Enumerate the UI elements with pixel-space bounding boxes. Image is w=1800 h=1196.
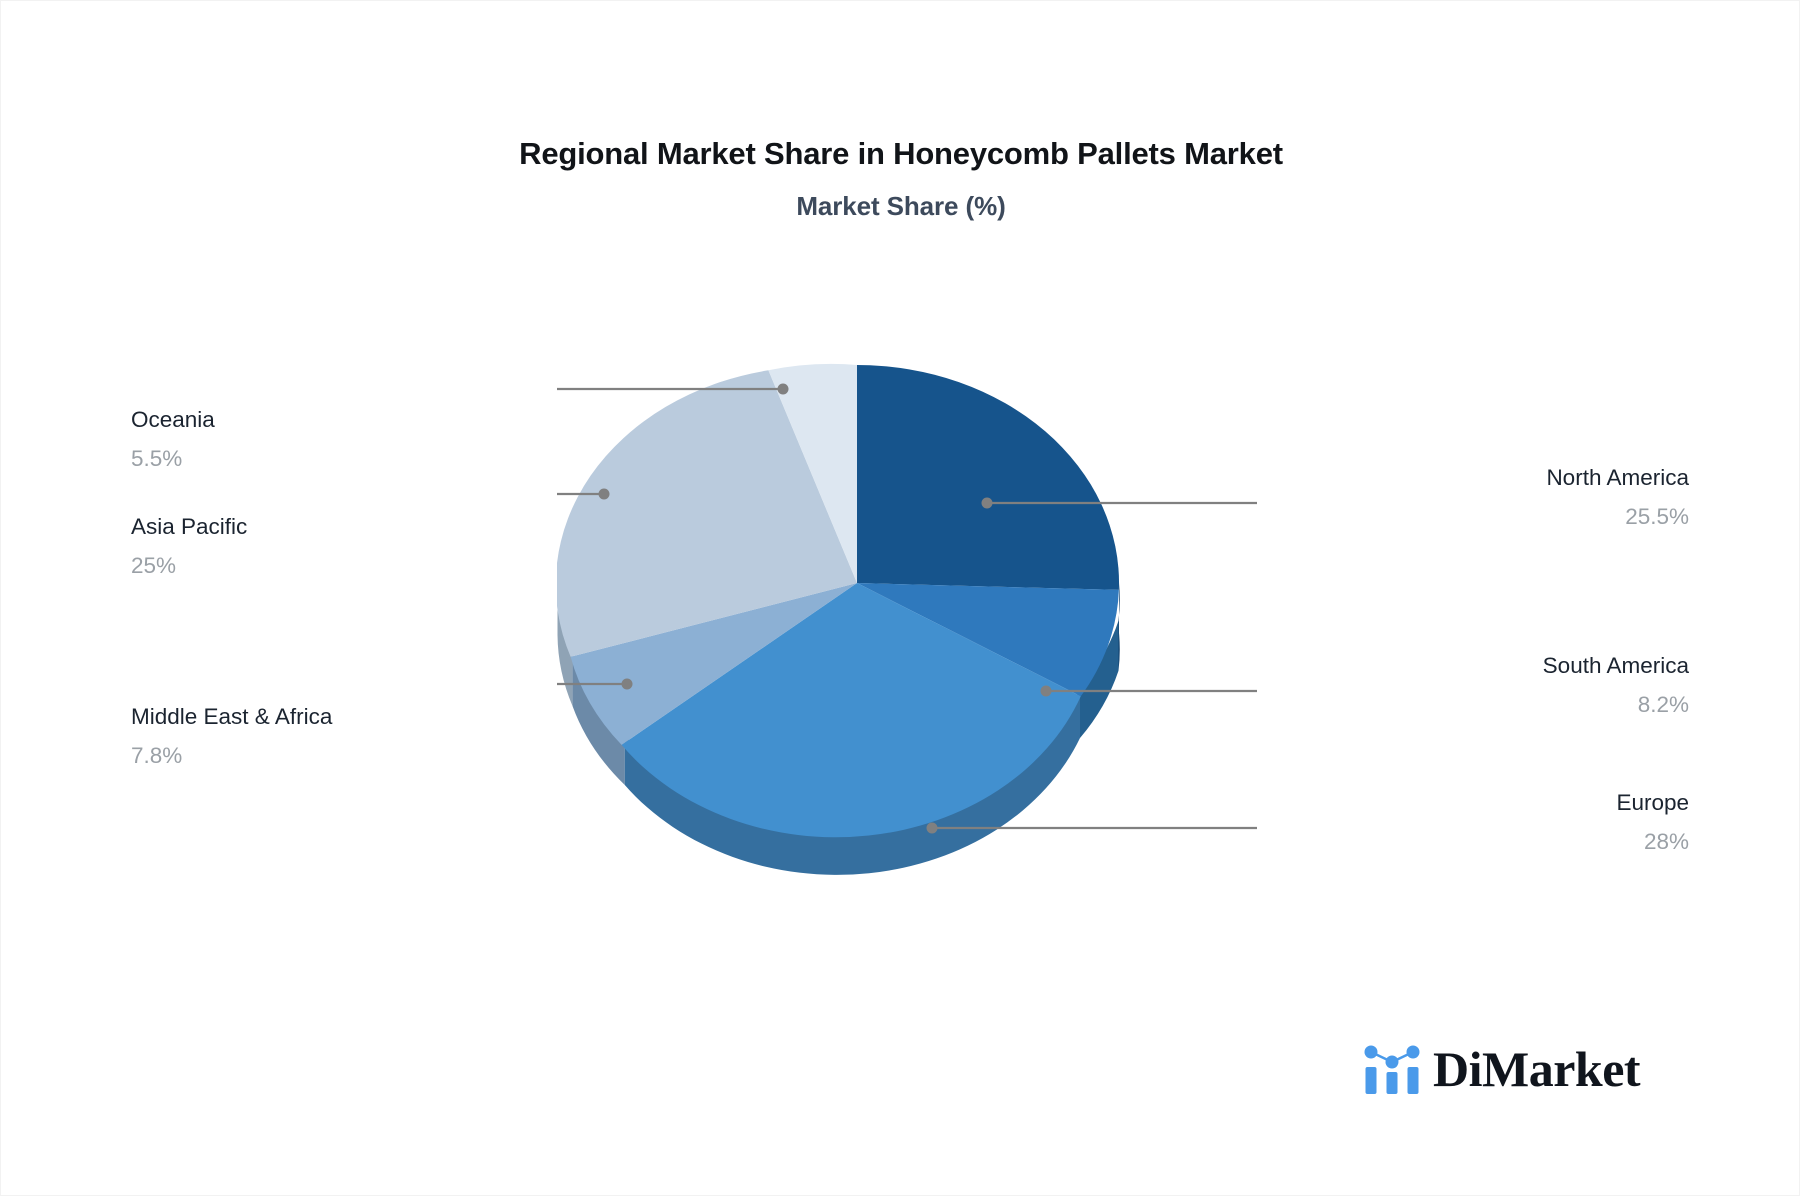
callout-south-america: South America 8.2%	[1542, 653, 1689, 717]
brand-logo-text: DiMarket	[1433, 1041, 1641, 1097]
callout-asia-pacific-value: 25%	[131, 552, 177, 578]
leader-dot-north-america	[981, 497, 993, 509]
leader-dot-oceania	[777, 383, 789, 395]
pie-leader-dots	[598, 383, 1052, 834]
leader-dot-middle-east-africa	[621, 678, 633, 690]
slice-oceania[interactable]	[768, 363, 857, 583]
side-asia-pacific	[557, 583, 573, 707]
chart-subtitle: Market Share (%)	[796, 191, 1006, 221]
leader-dot-asia-pacific	[598, 488, 610, 500]
callout-south-america-label: South America	[1542, 653, 1689, 678]
callout-north-america: North America 25.5%	[1546, 465, 1689, 529]
side-north-america	[1118, 583, 1120, 671]
slice-north-america[interactable]	[857, 365, 1120, 590]
callout-oceania: Oceania 5.5%	[131, 407, 215, 471]
slice-europe[interactable]	[621, 583, 1081, 838]
callout-europe-label: Europe	[1616, 790, 1689, 815]
callout-oceania-label: Oceania	[131, 407, 215, 432]
callout-north-america-label: North America	[1546, 465, 1689, 490]
callout-north-america-value: 25.5%	[1625, 503, 1689, 529]
chart-title: Regional Market Share in Honeycomb Palle…	[519, 136, 1283, 171]
callout-asia-pacific-label: Asia Pacific	[131, 514, 248, 539]
callout-south-america-value: 8.2%	[1637, 691, 1689, 717]
callout-europe: Europe 28%	[1616, 790, 1689, 854]
slice-middle-east-africa[interactable]	[570, 583, 857, 745]
pie-chart	[127, 331, 1677, 991]
leader-dot-south-america	[1040, 685, 1052, 697]
callout-middle-east-africa: Middle East & Africa 7.8%	[131, 704, 333, 768]
slice-asia-pacific[interactable]	[555, 370, 857, 657]
callout-europe-value: 28%	[1643, 828, 1689, 854]
callout-asia-pacific: Asia Pacific 25%	[131, 514, 248, 578]
side-south-america	[1080, 620, 1119, 738]
slice-south-america[interactable]	[857, 583, 1119, 697]
callout-oceania-value: 5.5%	[131, 445, 183, 471]
callout-middle-east-africa-value: 7.8%	[131, 742, 183, 768]
callout-middle-east-africa-label: Middle East & Africa	[131, 704, 333, 729]
brand-logo: DiMarket	[1361, 1041, 1641, 1097]
pie-top-face	[555, 363, 1120, 838]
bar-chart-icon	[1364, 1045, 1420, 1094]
pie-svg	[127, 363, 1677, 875]
leader-dot-europe	[926, 822, 938, 834]
